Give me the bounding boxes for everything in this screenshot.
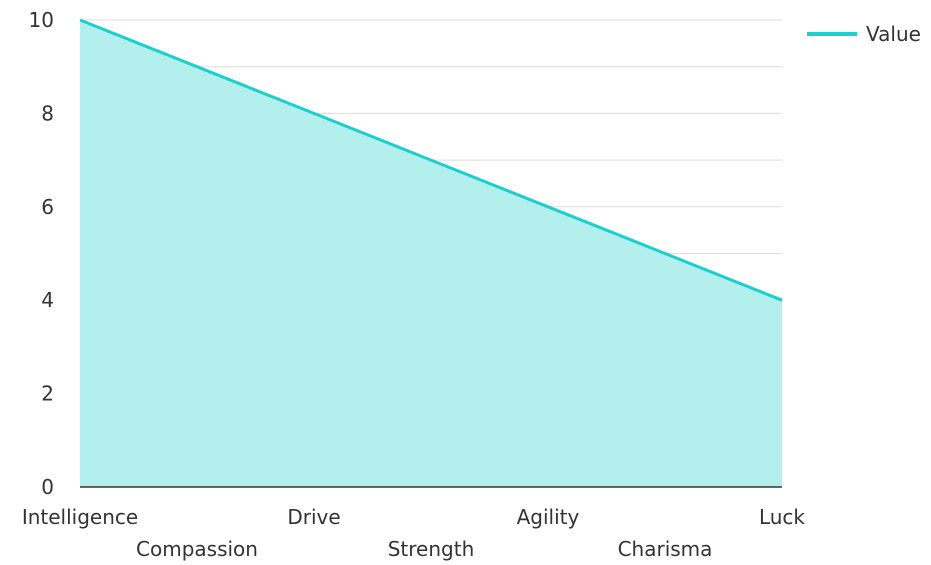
x-tick-label-luck: Luck	[759, 505, 805, 529]
x-tick-label-strength: Strength	[388, 537, 475, 561]
legend-label-value: Value	[866, 22, 921, 46]
legend[interactable]: Value	[807, 22, 921, 46]
y-tick-label-8: 8	[41, 101, 54, 125]
x-tick-label-intelligence: Intelligence	[22, 505, 138, 529]
x-tick-label-compassion: Compassion	[136, 537, 258, 561]
x-tick-label-drive: Drive	[287, 505, 340, 529]
y-tick-label-6: 6	[41, 195, 54, 219]
y-tick-label-2: 2	[41, 382, 54, 406]
x-tick-label-charisma: Charisma	[618, 537, 713, 561]
x-axis-ticks: Intelligence Compassion Drive Strength Agili…	[22, 505, 806, 561]
y-tick-label-0: 0	[41, 475, 54, 499]
y-axis-ticks: 0 2 4 6 8 10	[29, 8, 54, 499]
y-tick-label-10: 10	[29, 8, 54, 32]
y-tick-label-4: 4	[41, 288, 54, 312]
x-tick-label-agility: Agility	[517, 505, 580, 529]
